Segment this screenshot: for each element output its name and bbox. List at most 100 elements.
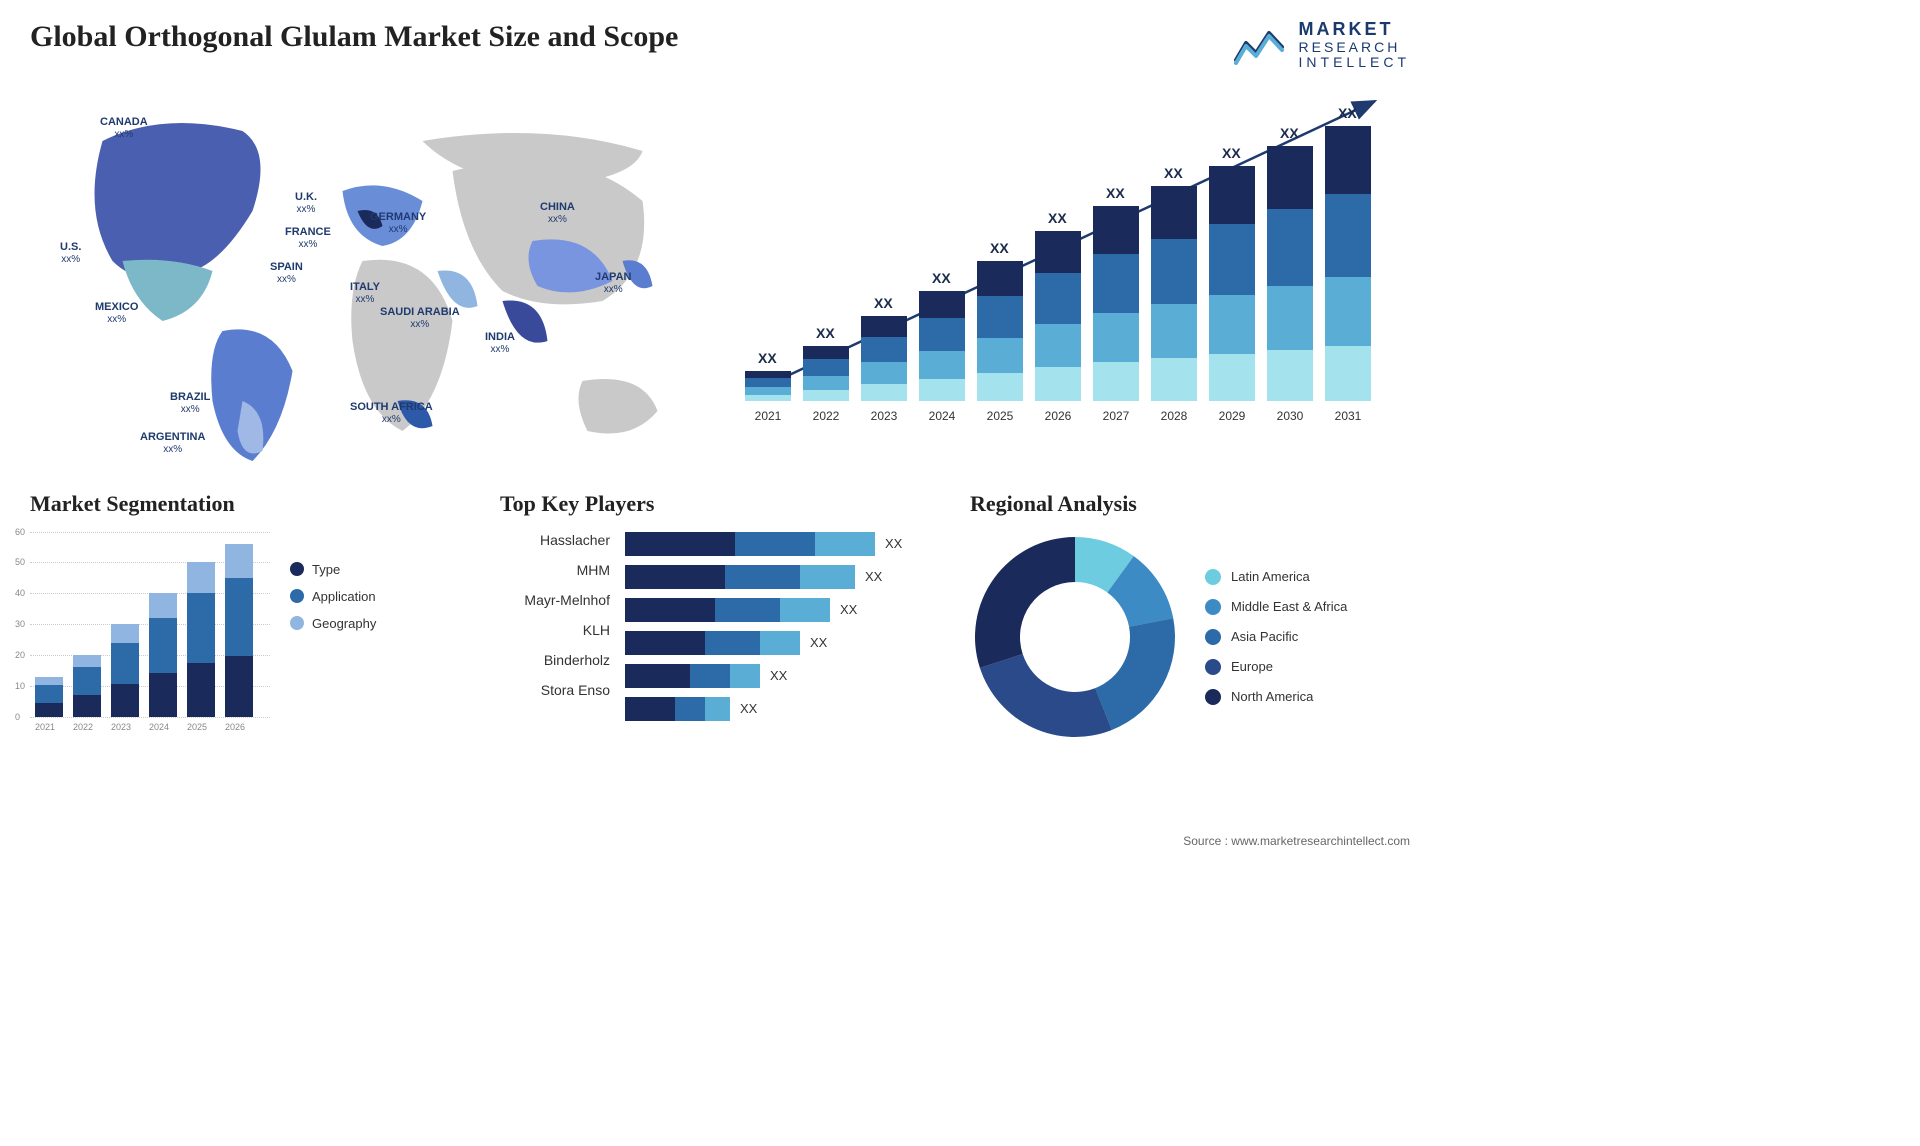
seg-bar [149, 593, 177, 716]
country-label: GERMANYxx% [370, 211, 426, 236]
seg-bar [35, 677, 63, 717]
country-label: ARGENTINAxx% [140, 431, 205, 456]
seg-bar [73, 655, 101, 717]
growth-bar-chart: 2021XX2022XX2023XX2024XX2025XX2026XX2027… [735, 91, 1410, 471]
regional-legend-item: North America [1205, 689, 1347, 705]
player-value: XX [740, 701, 757, 716]
growth-bar [1151, 186, 1197, 401]
seg-y-tick: 0 [15, 712, 20, 722]
player-name: Hasslacher [540, 532, 610, 548]
page-title: Global Orthogonal Glulam Market Size and… [30, 20, 678, 54]
seg-year-label: 2021 [35, 722, 55, 732]
growth-year-label: 2031 [1325, 409, 1371, 423]
segmentation-title: Market Segmentation [30, 491, 470, 517]
donut-slice [1095, 618, 1175, 730]
player-name: Mayr-Melnhof [524, 592, 610, 608]
seg-bar [111, 624, 139, 717]
regional-title: Regional Analysis [970, 491, 1410, 517]
player-bar-row: XX [625, 697, 940, 721]
country-label: SPAINxx% [270, 261, 303, 286]
seg-bar [187, 562, 215, 716]
growth-year-label: 2027 [1093, 409, 1139, 423]
growth-bar [1093, 206, 1139, 401]
country-label: JAPANxx% [595, 271, 631, 296]
regional-donut-chart [970, 532, 1180, 742]
seg-y-tick: 40 [15, 588, 25, 598]
seg-legend-item: Geography [290, 616, 376, 631]
growth-bar [803, 346, 849, 401]
seg-year-label: 2023 [111, 722, 131, 732]
growth-value-label: XX [1164, 165, 1183, 181]
seg-year-label: 2025 [187, 722, 207, 732]
growth-year-label: 2021 [745, 409, 791, 423]
growth-value-label: XX [1048, 210, 1067, 226]
legend-dot-icon [290, 616, 304, 630]
growth-bar [919, 291, 965, 401]
legend-dot-icon [1205, 689, 1221, 705]
country-label: SOUTH AFRICAxx% [350, 401, 433, 426]
player-name: KLH [583, 622, 610, 638]
growth-bar [1325, 126, 1371, 401]
country-label: U.S.xx% [60, 241, 81, 266]
seg-y-tick: 30 [15, 619, 25, 629]
country-label: MEXICOxx% [95, 301, 138, 326]
growth-year-label: 2025 [977, 409, 1023, 423]
legend-dot-icon [1205, 569, 1221, 585]
players-panel: Top Key Players Hasslacher MHM Mayr-Melnho… [500, 491, 940, 742]
growth-year-label: 2028 [1151, 409, 1197, 423]
growth-bar [745, 371, 791, 401]
regional-legend-item: Europe [1205, 659, 1347, 675]
logo-text-3: INTELLECT [1299, 55, 1410, 70]
player-value: XX [865, 569, 882, 584]
regional-legend-item: Latin America [1205, 569, 1347, 585]
growth-bar [1035, 231, 1081, 401]
players-bar-chart: XX XX XX XX XX XX [625, 532, 940, 721]
growth-value-label: XX [816, 325, 835, 341]
growth-year-label: 2026 [1035, 409, 1081, 423]
seg-bar [225, 544, 253, 717]
players-title: Top Key Players [500, 491, 940, 517]
world-map-panel: CANADAxx%U.S.xx%MEXICOxx%BRAZILxx%ARGENT… [30, 91, 705, 471]
growth-bar [1267, 146, 1313, 401]
segmentation-bar-chart: 0102030405060202120222023202420252026 [30, 532, 270, 732]
player-bar-row: XX [625, 598, 940, 622]
player-bar-row: XX [625, 532, 940, 556]
segmentation-legend: TypeApplicationGeography [290, 562, 376, 631]
legend-dot-icon [1205, 599, 1221, 615]
player-value: XX [885, 536, 902, 551]
growth-year-label: 2029 [1209, 409, 1255, 423]
legend-dot-icon [1205, 629, 1221, 645]
country-label: SAUDI ARABIAxx% [380, 306, 460, 331]
logo-text-2: RESEARCH [1299, 40, 1410, 55]
player-value: XX [770, 668, 787, 683]
seg-legend-item: Application [290, 589, 376, 604]
growth-year-label: 2030 [1267, 409, 1313, 423]
growth-value-label: XX [1222, 145, 1241, 161]
growth-bar [861, 316, 907, 401]
growth-value-label: XX [874, 295, 893, 311]
country-label: U.K.xx% [295, 191, 317, 216]
seg-y-tick: 10 [15, 681, 25, 691]
seg-year-label: 2024 [149, 722, 169, 732]
country-label: CHINAxx% [540, 201, 575, 226]
growth-bar [1209, 166, 1255, 401]
seg-y-tick: 60 [15, 527, 25, 537]
seg-y-tick: 50 [15, 557, 25, 567]
country-label: FRANCExx% [285, 226, 331, 251]
seg-year-label: 2022 [73, 722, 93, 732]
growth-value-label: XX [758, 350, 777, 366]
growth-value-label: XX [932, 270, 951, 286]
player-name: MHM [577, 562, 610, 578]
regional-legend-item: Middle East & Africa [1205, 599, 1347, 615]
growth-value-label: XX [990, 240, 1009, 256]
player-value: XX [840, 602, 857, 617]
regional-legend-item: Asia Pacific [1205, 629, 1347, 645]
legend-dot-icon [290, 562, 304, 576]
player-value: XX [810, 635, 827, 650]
player-bar-row: XX [625, 664, 940, 688]
country-label: CANADAxx% [100, 116, 148, 141]
donut-slice [975, 537, 1075, 668]
growth-year-label: 2022 [803, 409, 849, 423]
player-name: Binderholz [544, 652, 610, 668]
source-attribution: Source : www.marketresearchintellect.com [1183, 834, 1410, 848]
